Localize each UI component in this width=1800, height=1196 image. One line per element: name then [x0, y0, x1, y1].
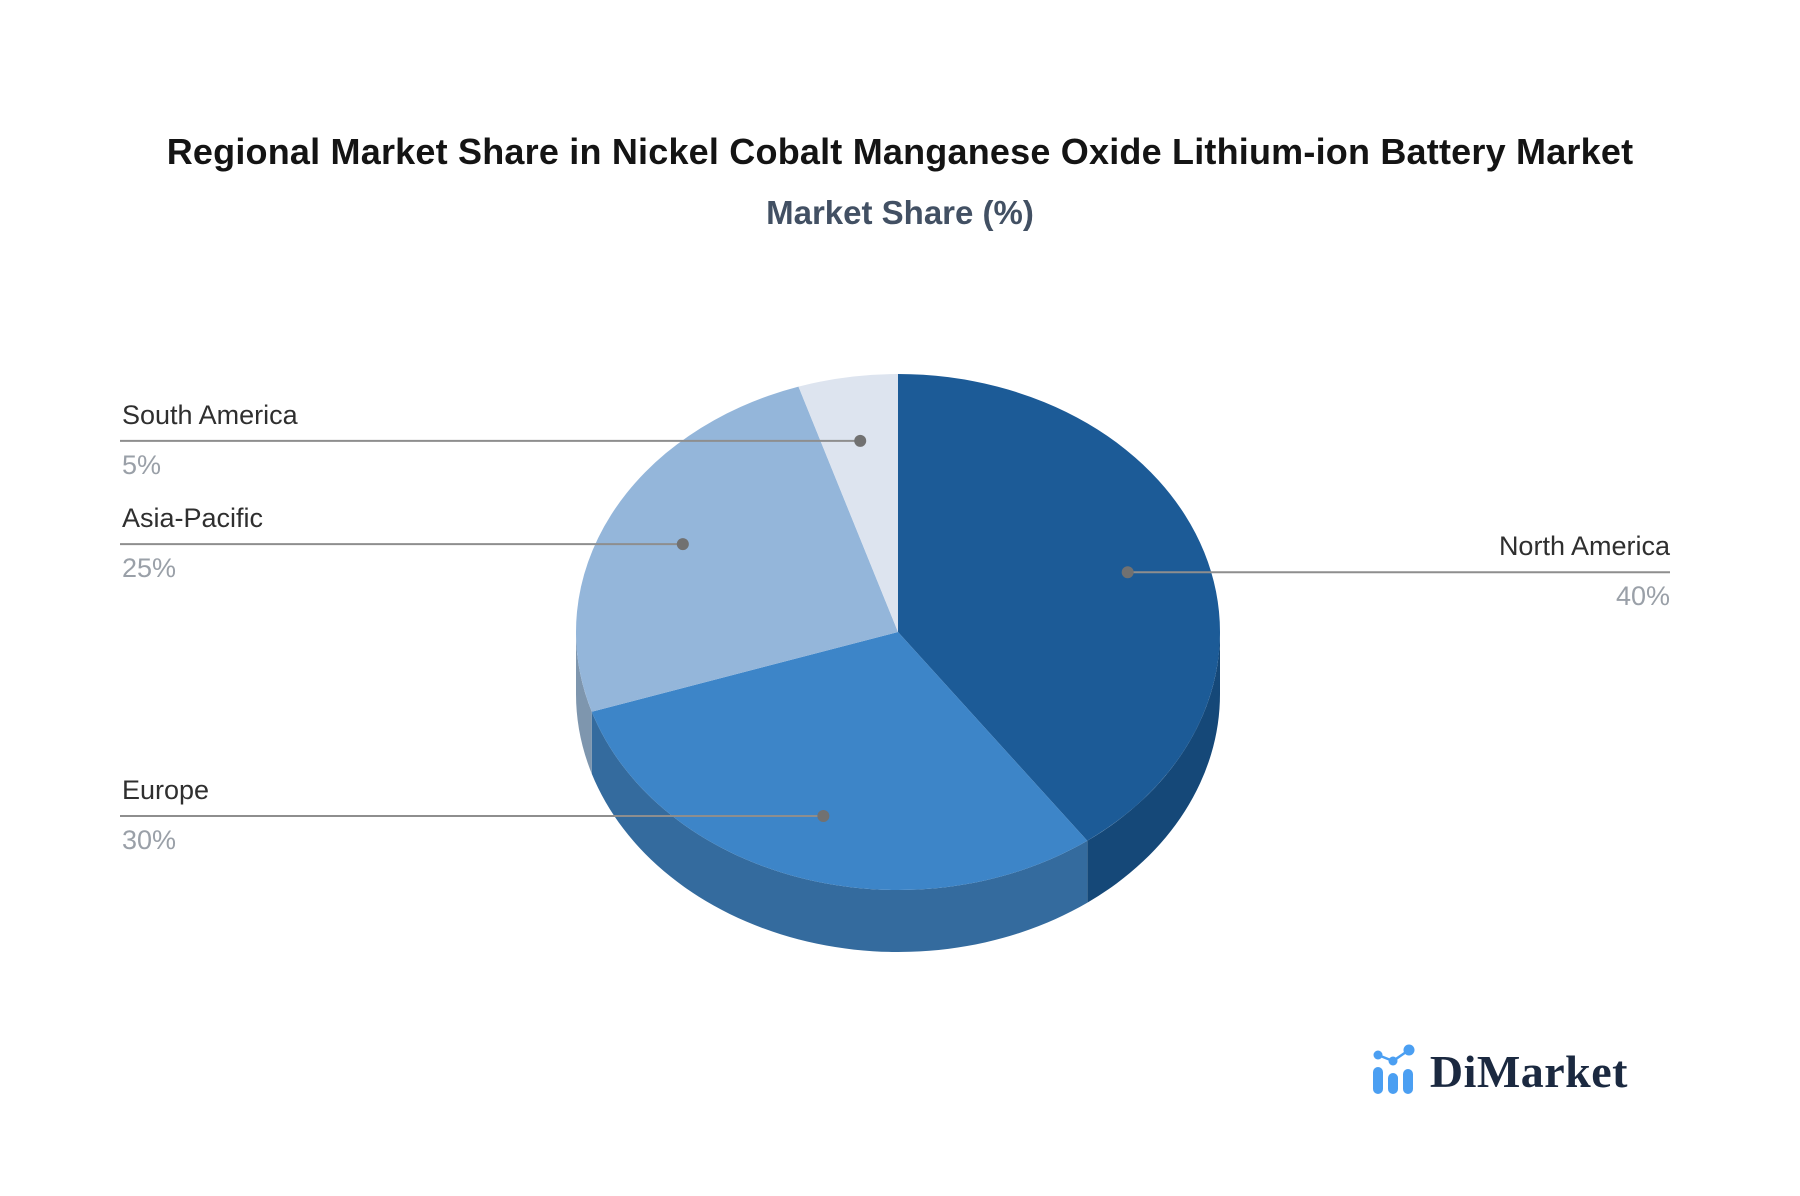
slice-label-asia-pacific: Asia-Pacific [122, 503, 264, 534]
pie-slice-europe[interactable] [591, 632, 1088, 890]
pie-slice-side-asia-pacific [576, 632, 592, 774]
slice-label-south-america: South America [122, 399, 298, 430]
callout-europe: Europe 30% [122, 775, 209, 856]
callout-south-america: South America 5% [122, 400, 298, 481]
slice-percentage-north-america: 40% [1615, 581, 1670, 612]
leader-dot-north-america [1121, 566, 1134, 579]
slice-percentage-asia-pacific: 25% [122, 553, 177, 584]
slice-label-north-america: North America [1498, 531, 1670, 562]
leader-dot-south-america [854, 434, 867, 447]
pie-slice-side-north-america [1087, 632, 1220, 903]
leader-dot-asia-pacific [676, 538, 689, 551]
slice-percentage-south-america: 5% [122, 449, 162, 480]
leader-dot-europe [817, 810, 830, 823]
pie-slice-south-america[interactable] [798, 374, 898, 632]
slice-label-europe: Europe [122, 775, 210, 806]
callout-north-america: North America 40% [1499, 531, 1670, 612]
chart-subtitle: Market Share (%) [766, 194, 1034, 231]
callout-asia-pacific: Asia-Pacific 25% [122, 503, 263, 584]
dimarket-logo-text: DiMarket [1429, 1046, 1628, 1097]
pie-slice-asia-pacific[interactable] [576, 386, 898, 712]
pie-slice-side-europe [591, 711, 1088, 953]
slice-percentage-europe: 30% [122, 825, 177, 856]
dimarket-logo-icon [1372, 1044, 1415, 1094]
pie-slice-north-america[interactable] [898, 374, 1220, 841]
dimarket-logo: DiMarket [1372, 1042, 1628, 1096]
chart-title: Regional Market Share in Nickel Cobalt M… [166, 131, 1634, 172]
